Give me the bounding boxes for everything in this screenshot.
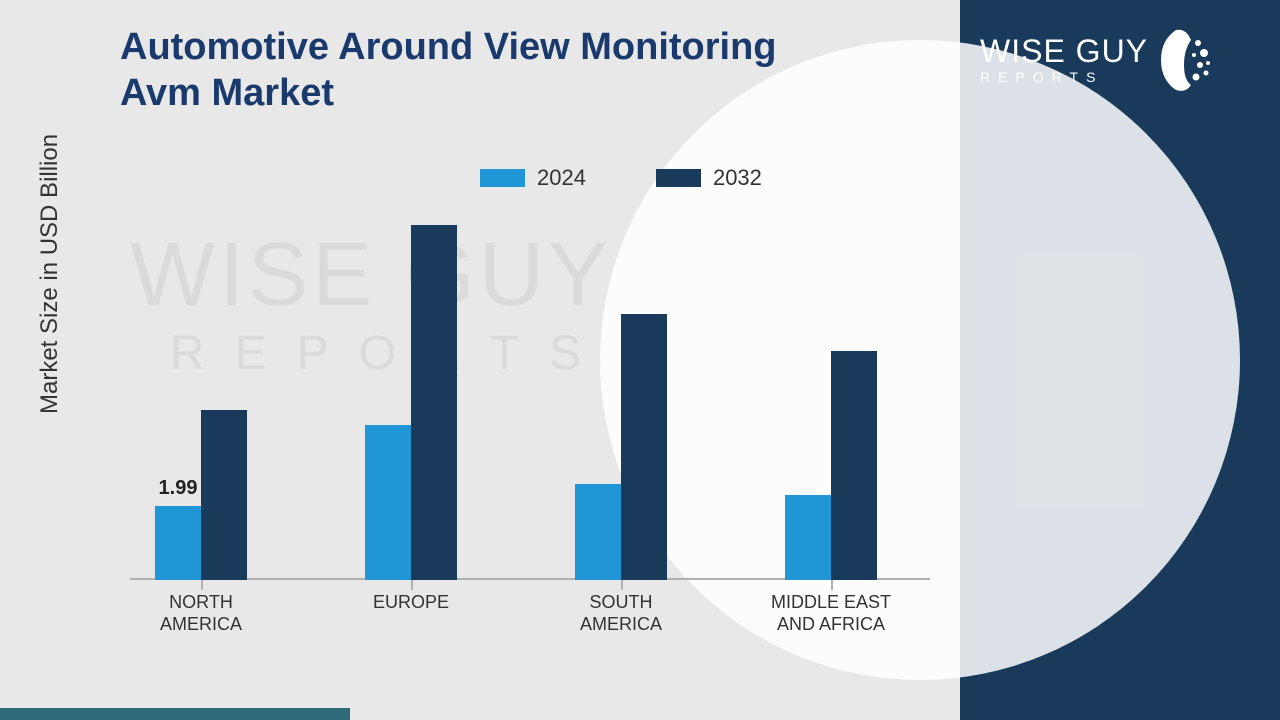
plot-area: 1.99NORTH AMERICAEUROPESOUTH AMERICAMIDD… [130, 210, 930, 580]
legend: 2024 2032 [480, 165, 762, 191]
chart-title: Automotive Around View Monitoring Avm Ma… [120, 25, 840, 116]
bottom-accent-bar [0, 708, 350, 720]
x-tick [621, 580, 623, 590]
logo: WISE GUY REPORTS [980, 25, 1260, 95]
x-tick [411, 580, 413, 590]
bar-group [785, 351, 877, 580]
bar [785, 495, 831, 580]
bar-group [365, 225, 457, 580]
legend-swatch [480, 169, 525, 187]
logo-main-text: WISE GUY [980, 35, 1148, 67]
bar [575, 484, 621, 580]
x-axis-label: SOUTH AMERICA [556, 592, 686, 635]
legend-item: 2032 [656, 165, 762, 191]
bar-group [575, 314, 667, 580]
legend-swatch [656, 169, 701, 187]
bar-group [155, 410, 247, 580]
y-axis-label: Market Size in USD Billion [36, 134, 64, 414]
bar [155, 506, 201, 580]
chart-container: Automotive Around View Monitoring Avm Ma… [0, 0, 960, 720]
legend-label: 2024 [537, 165, 586, 191]
logo-head-icon [1156, 25, 1216, 95]
legend-item: 2024 [480, 165, 586, 191]
x-tick [201, 580, 203, 590]
x-axis-label: NORTH AMERICA [136, 592, 266, 635]
x-axis-label: EUROPE [346, 592, 476, 614]
logo-sub-text: REPORTS [980, 69, 1148, 85]
x-tick [831, 580, 833, 590]
x-axis-label: MIDDLE EAST AND AFRICA [766, 592, 896, 635]
bar [831, 351, 877, 580]
bar [621, 314, 667, 580]
bar [411, 225, 457, 580]
bar [201, 410, 247, 580]
bar [365, 425, 411, 580]
legend-label: 2032 [713, 165, 762, 191]
